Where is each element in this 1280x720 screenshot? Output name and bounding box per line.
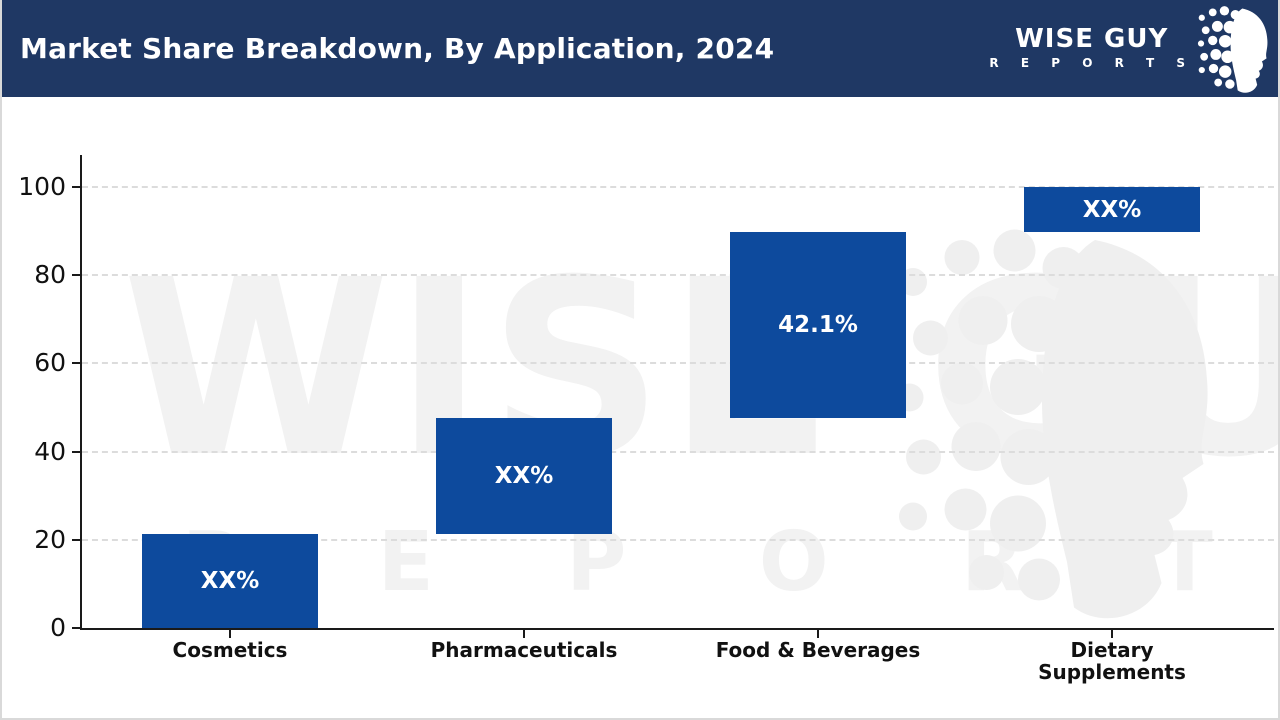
y-tick-20 [72,538,80,541]
gridline-80 [82,274,1274,277]
x-tick-2 [817,630,819,638]
y-tick-label-100: 100 [18,172,66,201]
bar-value-label: XX% [1082,196,1142,223]
bar-pharmaceuticals: XX% [436,418,612,535]
y-tick-80 [72,274,80,277]
bar-value-label: XX% [200,568,260,595]
y-tick-label-40: 40 [34,436,66,466]
y-tick-label-0: 0 [50,613,66,642]
x-tick-1 [523,630,525,638]
y-tick-100 [72,186,80,188]
gridline-20 [82,538,1274,541]
wise-guy-reports-logo: WISE GUY R E P O R T S [989,0,1272,97]
logo-wordmark: WISE GUY [1015,24,1169,54]
x-tick-label-2: Food & Beverages [715,638,921,662]
bar-cosmetics: XX% [142,534,318,628]
bar-value-label: XX% [494,463,554,490]
y-tick-label-20: 20 [34,524,66,554]
gridline-60 [82,362,1274,365]
x-tick-0 [229,630,231,638]
y-axis-line [80,155,82,630]
y-tick-60 [72,362,80,365]
x-tick-label-0: Cosmetics [172,638,288,662]
bar-dietary-supplements: XX% [1024,187,1200,233]
x-tick-label-3: Dietary Supplements [1038,638,1186,684]
page-title: Market Share Breakdown, By Application, … [20,32,775,65]
y-tick-0 [72,627,80,629]
x-axis-line [80,628,1274,630]
gridline-100 [82,186,1274,188]
logo-text: WISE GUY R E P O R T S [989,24,1194,70]
bar-value-label: 42.1% [778,312,858,339]
watermark-dotted-head [895,229,1208,619]
gridline-40 [82,450,1274,453]
dotted-head-icon [1197,6,1268,93]
logo-subtitle: R E P O R T S [989,56,1194,70]
x-tick-3 [1111,630,1113,638]
y-tick-label-80: 80 [34,260,66,290]
y-tick-label-60: 60 [34,348,66,378]
y-tick-40 [72,450,80,453]
bar-food-beverages: 42.1% [730,232,906,419]
header-band: Market Share Breakdown, By Application, … [0,0,1280,97]
x-tick-label-1: Pharmaceuticals [430,638,618,662]
